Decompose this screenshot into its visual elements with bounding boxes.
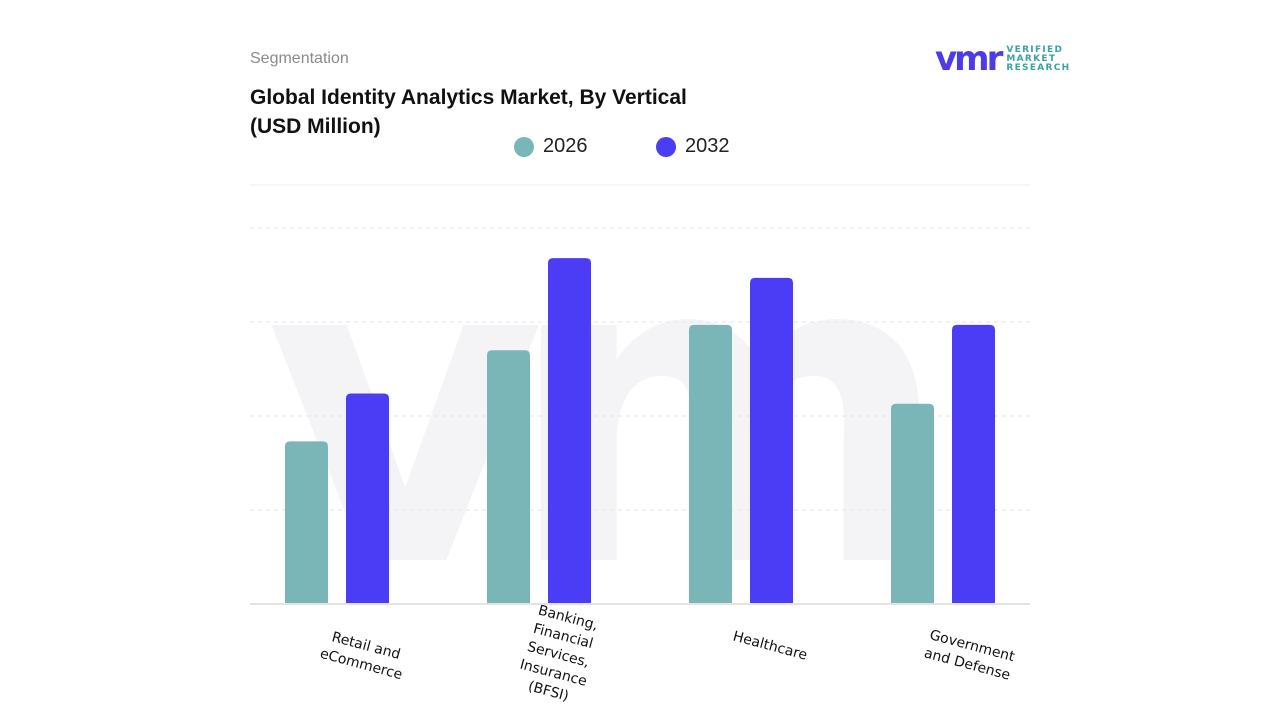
logo-mark: vmr bbox=[935, 39, 1003, 79]
bar-2026 bbox=[891, 403, 934, 604]
bar-2032 bbox=[548, 258, 591, 604]
section-label: Segmentation bbox=[250, 50, 349, 67]
brand-logo: vmr VERIFIED MARKET RESEARCH bbox=[935, 39, 1071, 79]
bar-2026 bbox=[689, 324, 732, 604]
legend-swatch-2032 bbox=[656, 136, 676, 157]
logo-text: VERIFIED MARKET RESEARCH bbox=[1006, 44, 1071, 73]
title-line-2: (USD Million) bbox=[250, 115, 381, 138]
legend-item-2032: 2032 bbox=[656, 135, 730, 158]
x-tick-label: Governmentand Defense bbox=[922, 627, 1017, 684]
bar-2032 bbox=[346, 393, 389, 604]
legend-label-2032: 2032 bbox=[685, 135, 730, 157]
bar-2032 bbox=[750, 277, 793, 604]
legend-item-2026: 2026 bbox=[514, 135, 588, 158]
bar-2032 bbox=[952, 324, 995, 604]
bar-2026 bbox=[285, 441, 328, 604]
legend-label-2026: 2026 bbox=[543, 135, 588, 157]
legend-swatch-2026 bbox=[514, 136, 534, 157]
title-line-1: Global Identity Analytics Market, By Ver… bbox=[250, 86, 687, 109]
bar-2026 bbox=[487, 350, 530, 604]
chart-title: Global Identity Analytics Market, By Ver… bbox=[250, 83, 730, 141]
